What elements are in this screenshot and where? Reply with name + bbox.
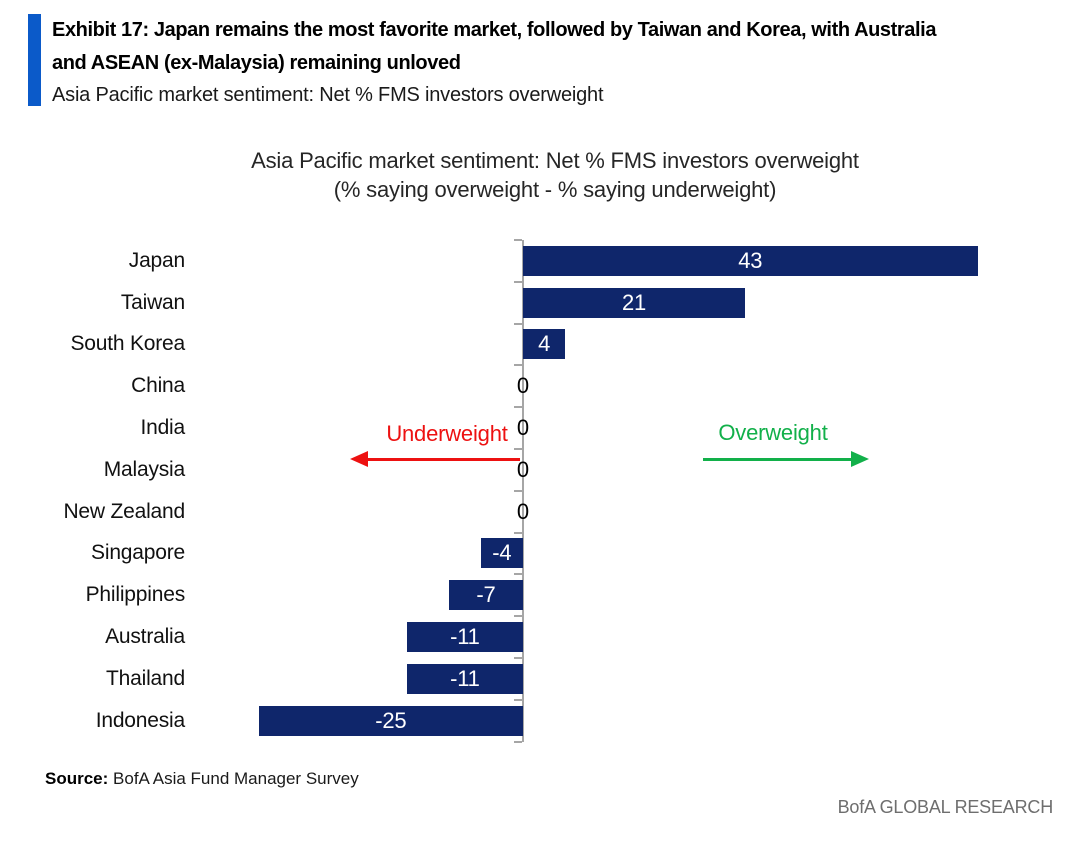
bar: -4 — [480, 538, 523, 569]
category-label: Japan — [128, 248, 185, 272]
source-line: Source: BofA Asia Fund Manager Survey — [45, 769, 359, 789]
axis-tick — [514, 615, 522, 617]
axis-tick — [514, 657, 522, 659]
chart-row: Indonesia -25 — [0, 700, 1080, 742]
category-label: South Korea — [70, 332, 185, 356]
axis-tick — [514, 490, 522, 492]
overweight-annotation-label: Overweight — [718, 420, 828, 445]
bar-value-label: 43 — [738, 247, 763, 273]
source-text: BofA Asia Fund Manager Survey — [113, 769, 359, 788]
bar: -7 — [449, 580, 523, 611]
bar-chart-plot-area: Japan 43 Taiwan 21 South Korea 4 China 0 India 0 M… — [0, 239, 1080, 743]
category-label: Indonesia — [95, 708, 185, 732]
category-label: Taiwan — [120, 290, 185, 314]
zero-value-label: 0 — [516, 456, 530, 482]
category-label: China — [131, 374, 185, 398]
bar: -11 — [406, 622, 523, 653]
chart-row: Philippines -7 — [0, 574, 1080, 616]
bar-value-label: -25 — [375, 707, 407, 733]
chart-row: Thailand -11 — [0, 658, 1080, 700]
overweight-right-arrow-icon — [703, 451, 869, 467]
exhibit-accent-bar — [28, 14, 41, 106]
axis-tick — [514, 406, 522, 408]
exhibit-header: Exhibit 17: Japan remains the most favor… — [52, 14, 1062, 110]
source-label: Source: — [45, 769, 109, 788]
zero-value-label: 0 — [516, 498, 530, 524]
bar-value-label: 4 — [538, 331, 551, 357]
bar-value-label: 21 — [621, 289, 647, 315]
chart-row: Singapore -4 — [0, 533, 1080, 575]
chart-row: New Zealand 0 — [0, 491, 1080, 533]
chart-row: Australia -11 — [0, 616, 1080, 658]
chart-row: Japan 43 — [0, 240, 1080, 282]
bar: -11 — [406, 663, 523, 694]
exhibit-title-line-1: Exhibit 17: Japan remains the most favor… — [52, 19, 937, 41]
underweight-left-arrow-icon — [350, 451, 520, 467]
axis-tick — [514, 573, 522, 575]
bar: -25 — [258, 705, 523, 736]
category-label: Singapore — [91, 541, 185, 565]
category-label: Thailand — [106, 666, 185, 690]
axis-tick — [514, 532, 522, 534]
bar: 21 — [523, 287, 745, 318]
zero-value-label: 0 — [516, 373, 530, 399]
chart-title-line-2: (% saying overweight - % saying underwei… — [333, 177, 777, 202]
axis-tick — [514, 364, 522, 366]
underweight-annotation-label: Underweight — [386, 421, 508, 446]
bar-value-label: -7 — [476, 582, 496, 608]
category-label: Australia — [105, 625, 185, 649]
bar-value-label: -4 — [492, 540, 512, 566]
bar: 43 — [523, 245, 978, 276]
bar-value-label: -11 — [450, 624, 480, 650]
axis-tick — [514, 699, 522, 701]
bar-value-label: -11 — [450, 665, 480, 691]
axis-tick — [514, 323, 522, 325]
chart-row: China 0 — [0, 365, 1080, 407]
axis-tick — [514, 281, 522, 283]
value-axis-line — [522, 240, 524, 742]
chart-title: Asia Pacific market sentiment: Net % FMS… — [30, 146, 1080, 204]
axis-tick — [514, 741, 522, 743]
category-label: New Zealand — [63, 499, 185, 523]
chart-row: Malaysia 0 — [0, 449, 1080, 491]
zero-value-label: 0 — [516, 415, 530, 441]
chart-title-line-1: Asia Pacific market sentiment: Net % FMS… — [251, 148, 859, 173]
axis-tick — [514, 448, 522, 450]
category-label: India — [140, 416, 185, 440]
category-label: Malaysia — [103, 457, 185, 481]
bar: 4 — [523, 329, 566, 360]
exhibit-subtitle: Asia Pacific market sentiment: Net % FMS… — [52, 84, 604, 106]
axis-tick — [514, 239, 522, 241]
chart-row: South Korea 4 — [0, 324, 1080, 366]
chart-row: India 0 — [0, 407, 1080, 449]
bofa-global-research-brand: BofA GLOBAL RESEARCH — [837, 797, 1054, 817]
chart-row: Taiwan 21 — [0, 282, 1080, 324]
category-label: Philippines — [85, 583, 186, 607]
exhibit-title-line-2: and ASEAN (ex-Malaysia) remaining unlove… — [52, 52, 461, 74]
